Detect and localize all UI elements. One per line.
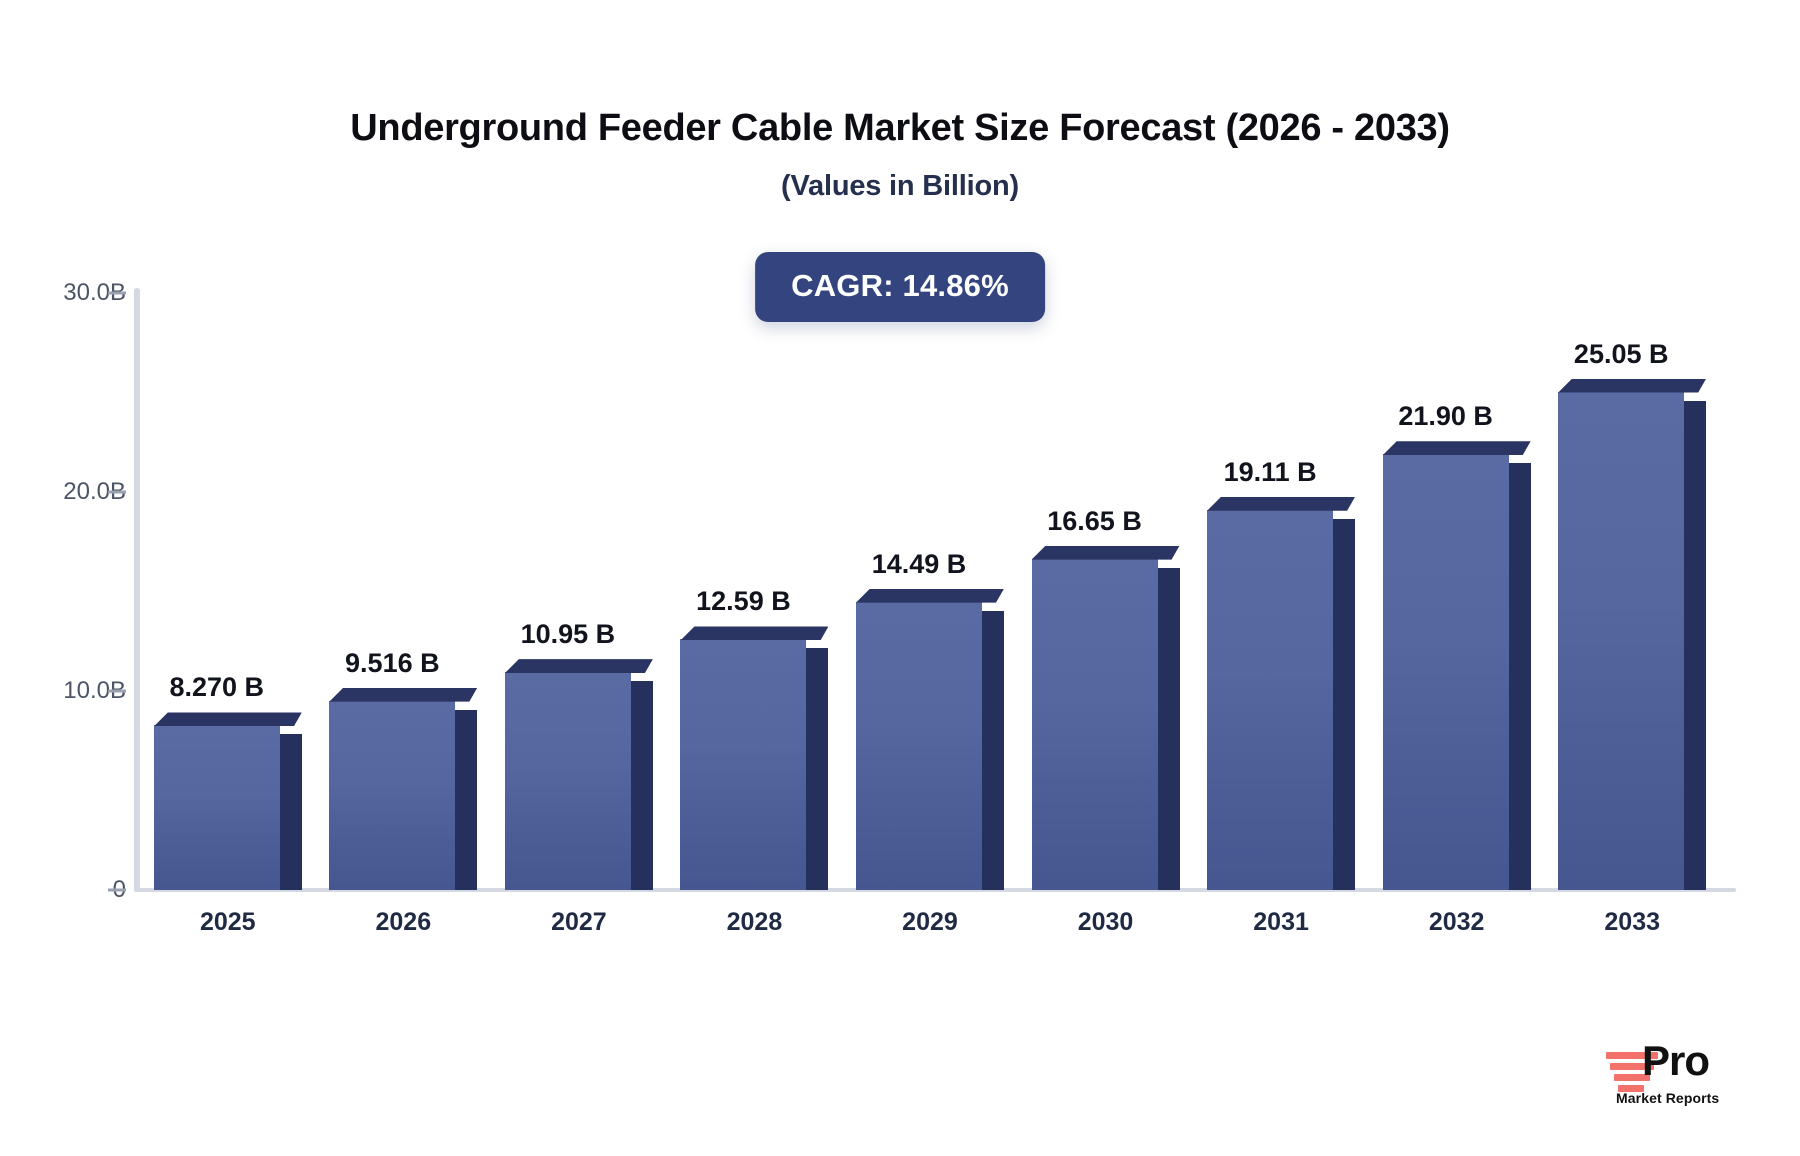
bar-column[interactable]: 10.95 B bbox=[504, 619, 653, 890]
bar-side-face bbox=[1684, 400, 1707, 890]
bar-top-face bbox=[505, 659, 653, 673]
bar-column[interactable]: 16.65 B bbox=[1031, 506, 1180, 890]
brand-logo: Pro Market Reports bbox=[1606, 1040, 1756, 1118]
bar-top-face bbox=[154, 712, 302, 726]
logo-tagline: Market Reports bbox=[1616, 1090, 1720, 1106]
bar-side-face bbox=[1157, 567, 1180, 890]
bar-side-face bbox=[279, 734, 302, 890]
bar-side-face bbox=[455, 709, 478, 890]
y-axis-tick-mark bbox=[108, 490, 126, 494]
logo-bars-icon bbox=[1606, 1052, 1658, 1092]
bar-front-face bbox=[680, 639, 807, 890]
bar-top-face bbox=[680, 626, 828, 640]
bar-value-label: 16.65 B bbox=[1047, 505, 1142, 536]
x-axis-line bbox=[134, 888, 1736, 892]
cagr-badge: CAGR: 14.86% bbox=[755, 252, 1045, 322]
bar-front-face bbox=[1382, 454, 1509, 890]
y-axis-tick-mark bbox=[108, 291, 126, 295]
bar-front-face bbox=[504, 672, 631, 890]
x-axis-label-2029: 2029 bbox=[902, 908, 958, 936]
bar-front-face bbox=[153, 725, 280, 890]
y-axis-tick-mark bbox=[108, 888, 126, 892]
bar-side-face bbox=[806, 648, 829, 890]
x-axis-label-2032: 2032 bbox=[1428, 908, 1485, 936]
bar-front-face bbox=[856, 601, 982, 890]
bar-column[interactable]: 21.90 B bbox=[1382, 401, 1531, 890]
bar-column[interactable]: 12.59 B bbox=[680, 586, 829, 890]
bar-value-label: 10.95 B bbox=[520, 619, 616, 650]
x-axis-label-2025: 2025 bbox=[199, 908, 256, 936]
bar-top-face bbox=[329, 688, 477, 702]
bar-value-label: 14.49 B bbox=[871, 548, 967, 579]
x-axis-label-2028: 2028 bbox=[726, 908, 783, 936]
y-axis-tick-mark bbox=[108, 689, 126, 693]
bar-top-face bbox=[856, 589, 1004, 603]
bar-column[interactable]: 14.49 B bbox=[856, 549, 1004, 890]
bar-top-face bbox=[1558, 379, 1706, 393]
y-axis-line bbox=[134, 288, 140, 892]
bar-column[interactable]: 9.516 B bbox=[329, 648, 478, 890]
logo-bar-1 bbox=[1606, 1052, 1658, 1059]
bar-column[interactable]: 19.11 B bbox=[1207, 457, 1356, 890]
logo-bar-4 bbox=[1618, 1085, 1644, 1092]
bar-top-face bbox=[1207, 497, 1355, 511]
x-axis-label-2030: 2030 bbox=[1077, 908, 1134, 936]
x-axis-label-2027: 2027 bbox=[551, 908, 607, 936]
bar-value-label: 8.270 B bbox=[169, 672, 265, 703]
logo-bar-2 bbox=[1610, 1063, 1654, 1070]
x-axis-label-2031: 2031 bbox=[1253, 908, 1309, 936]
bar-side-face bbox=[630, 681, 653, 890]
chart-subtitle: (Values in Billion) bbox=[781, 169, 1019, 202]
bar-side-face bbox=[1508, 463, 1531, 890]
logo-bar-3 bbox=[1614, 1074, 1650, 1081]
bar-value-label: 25.05 B bbox=[1573, 338, 1669, 369]
bar-value-label: 9.516 B bbox=[345, 647, 440, 678]
bar-column[interactable]: 25.05 B bbox=[1558, 339, 1707, 890]
bar-front-face bbox=[1207, 509, 1334, 890]
bar-column[interactable]: 8.270 B bbox=[153, 672, 302, 890]
x-axis-label-2026: 2026 bbox=[375, 908, 432, 936]
x-axis-label-2033: 2033 bbox=[1604, 908, 1661, 936]
title-block: Underground Feeder Cable Market Size For… bbox=[0, 107, 1800, 203]
logo-name: Pro bbox=[1642, 1037, 1710, 1084]
bar-front-face bbox=[1558, 391, 1685, 890]
chart-title: Underground Feeder Cable Market Size For… bbox=[350, 107, 1450, 149]
bar-top-face bbox=[1383, 441, 1531, 455]
bar-value-label: 12.59 B bbox=[696, 586, 791, 617]
bar-front-face bbox=[1031, 558, 1158, 890]
bar-value-label: 19.11 B bbox=[1223, 456, 1317, 487]
bar-top-face bbox=[1032, 546, 1180, 560]
bar-side-face bbox=[982, 610, 1004, 890]
bar-front-face bbox=[329, 700, 456, 890]
bar-value-label: 21.90 B bbox=[1398, 401, 1493, 432]
bar-side-face bbox=[1333, 518, 1356, 890]
